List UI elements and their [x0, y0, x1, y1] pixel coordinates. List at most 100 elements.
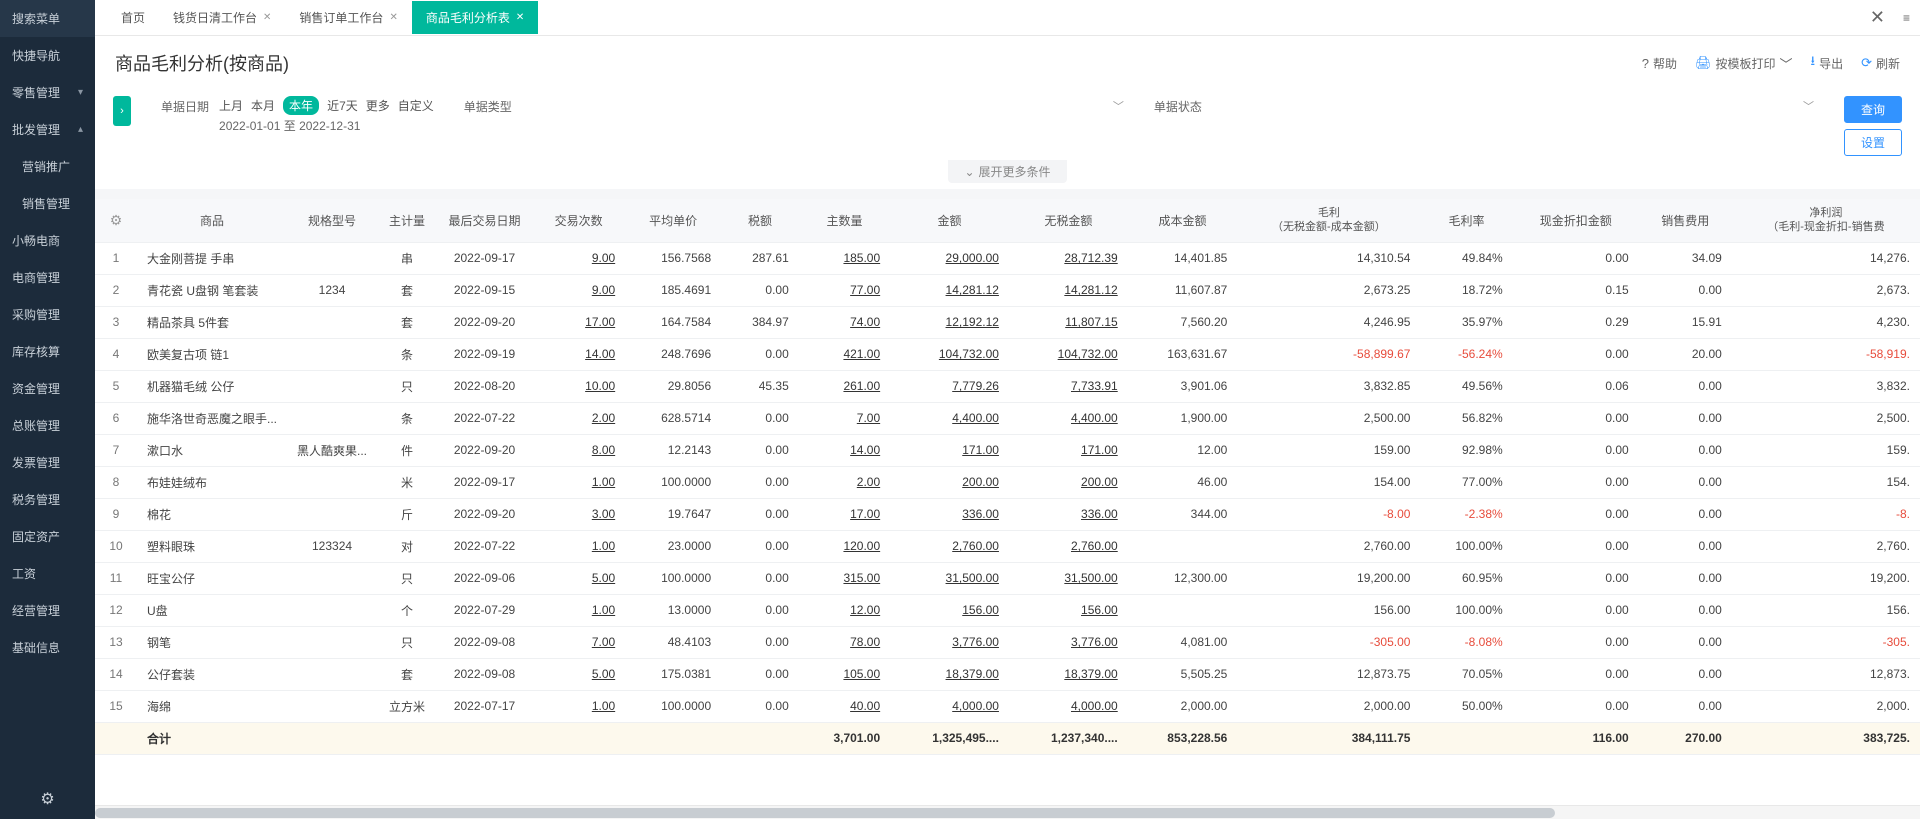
- column-header[interactable]: 规格型号: [287, 199, 377, 242]
- tabbar-menu-icon[interactable]: ≡: [1903, 11, 1910, 25]
- collapse-filter-handle[interactable]: ›: [113, 96, 131, 126]
- help-icon: ?: [1642, 56, 1649, 71]
- table-row[interactable]: 12U盘个2022-07-291.0013.00000.0012.00156.0…: [95, 594, 1920, 626]
- sidebar-item[interactable]: 搜索菜单: [0, 0, 95, 37]
- column-header[interactable]: ⚙: [95, 199, 137, 242]
- sidebar-item[interactable]: 固定资产: [0, 518, 95, 555]
- sidebar-item[interactable]: 批发管理▴: [0, 111, 95, 148]
- table-row[interactable]: 7漱口水黑人酷爽果...件2022-09-208.0012.21430.0014…: [95, 434, 1920, 466]
- table-row[interactable]: 9棉花斤2022-09-203.0019.76470.0017.00336.00…: [95, 498, 1920, 530]
- sidebar-settings[interactable]: ⚙: [0, 779, 95, 819]
- sidebar-item-label: 小畅电商: [12, 232, 60, 249]
- tabbar: 首页钱货日清工作台✕销售订单工作台✕商品毛利分析表✕ ✕ ≡: [95, 0, 1920, 36]
- sidebar-item-label: 资金管理: [12, 380, 60, 397]
- export-action[interactable]: ⭳导出: [1811, 52, 1844, 74]
- table-row[interactable]: 8布娃娃绒布米2022-09-171.00100.00000.002.00200…: [95, 466, 1920, 498]
- product-name: 海绵: [137, 690, 287, 722]
- tab[interactable]: 首页: [107, 1, 159, 34]
- column-header[interactable]: 成本金额: [1128, 199, 1238, 242]
- table-row[interactable]: 15海绵立方米2022-07-171.00100.00000.0040.004,…: [95, 690, 1920, 722]
- sidebar-item[interactable]: 销售管理: [0, 185, 95, 222]
- close-icon[interactable]: ✕: [263, 12, 271, 23]
- table-row[interactable]: 4欧美复古项 链1条2022-09-1914.00248.76960.00421…: [95, 338, 1920, 370]
- product-name: 漱口水: [137, 434, 287, 466]
- tab[interactable]: 钱货日清工作台✕: [159, 1, 285, 34]
- status-filter-select[interactable]: ﹀: [1212, 96, 1814, 117]
- column-header[interactable]: 销售费用: [1639, 199, 1732, 242]
- sidebar-item[interactable]: 税务管理: [0, 481, 95, 518]
- print-action[interactable]: 🖨按模板打印﹀: [1695, 54, 1793, 73]
- column-header[interactable]: 交易次数: [532, 199, 625, 242]
- tab[interactable]: 商品毛利分析表✕: [412, 1, 538, 34]
- table-row[interactable]: 5机器猫毛绒 公仔只2022-08-2010.0029.805645.35261…: [95, 370, 1920, 402]
- table-row[interactable]: 6施华洛世奇恶魔之眼手...条2022-07-222.00628.57140.0…: [95, 402, 1920, 434]
- sidebar-item-label: 经营管理: [12, 602, 60, 619]
- chevron-down-icon: ﹀: [1113, 98, 1124, 114]
- sidebar-item[interactable]: 电商管理: [0, 259, 95, 296]
- column-header[interactable]: 主数量: [799, 199, 890, 242]
- sidebar-item[interactable]: 经营管理: [0, 592, 95, 629]
- query-button[interactable]: 查询: [1844, 96, 1902, 123]
- column-header[interactable]: 毛利（无税金额-成本金额）: [1237, 199, 1420, 242]
- chevron-down-icon: ﹀: [1803, 98, 1814, 114]
- date-range-display: 2022-01-01 至 2022-12-31: [219, 117, 434, 134]
- expand-more-filters[interactable]: ⌄展开更多条件: [948, 160, 1066, 183]
- sidebar-item[interactable]: 资金管理: [0, 370, 95, 407]
- sidebar-item-label: 库存核算: [12, 343, 60, 360]
- table-row[interactable]: 2青花瓷 U盘钢 笔套装1234套2022-09-159.00185.46910…: [95, 274, 1920, 306]
- table-row[interactable]: 13钢笔只2022-09-087.0048.41030.0078.003,776…: [95, 626, 1920, 658]
- sidebar-item[interactable]: 采购管理: [0, 296, 95, 333]
- settings-button[interactable]: 设置: [1844, 129, 1902, 156]
- chevron-up-icon: ▴: [78, 124, 83, 135]
- close-icon[interactable]: ✕: [516, 12, 524, 23]
- column-header[interactable]: 最后交易日期: [437, 199, 532, 242]
- close-all-tabs[interactable]: ✕: [1862, 7, 1893, 28]
- table-row[interactable]: 3精品茶具 5件套套2022-09-2017.00164.7584384.977…: [95, 306, 1920, 338]
- column-header[interactable]: 金额: [890, 199, 1009, 242]
- column-header[interactable]: 平均单价: [625, 199, 721, 242]
- table-row[interactable]: 10塑料眼珠123324对2022-07-221.0023.00000.0012…: [95, 530, 1920, 562]
- sidebar-item-label: 快捷导航: [12, 47, 60, 64]
- date-option[interactable]: 本月: [251, 97, 275, 114]
- close-icon[interactable]: ✕: [389, 12, 397, 23]
- horizontal-scrollbar[interactable]: [95, 805, 1920, 819]
- chevron-down-icon: ⌄: [964, 165, 974, 179]
- sidebar-item[interactable]: 工资: [0, 555, 95, 592]
- product-name: 青花瓷 U盘钢 笔套装: [137, 274, 287, 306]
- column-header[interactable]: 税额: [721, 199, 799, 242]
- type-filter-label: 单据类型: [464, 96, 512, 115]
- column-header[interactable]: 现金折扣金额: [1513, 199, 1639, 242]
- column-header[interactable]: 主计量: [377, 199, 437, 242]
- sidebar-item[interactable]: 发票管理: [0, 444, 95, 481]
- data-table-container: ⚙商品规格型号主计量最后交易日期交易次数平均单价税额主数量金额无税金额成本金额毛…: [95, 199, 1920, 819]
- date-option[interactable]: 上月: [219, 97, 243, 114]
- product-name: 布娃娃绒布: [137, 466, 287, 498]
- sidebar-item[interactable]: 零售管理▾: [0, 74, 95, 111]
- tab-label: 销售订单工作台: [299, 9, 383, 26]
- sidebar-item-label: 零售管理: [12, 84, 60, 101]
- type-filter-select[interactable]: ﹀: [522, 96, 1124, 117]
- sidebar-item-label: 采购管理: [12, 306, 60, 323]
- date-option[interactable]: 本年: [283, 96, 319, 115]
- tab[interactable]: 销售订单工作台 ✕: [285, 1, 411, 34]
- chevron-down-icon: ﹀: [1779, 54, 1792, 73]
- refresh-action[interactable]: ⟳刷新: [1861, 55, 1900, 72]
- table-row[interactable]: 11旺宝公仔只2022-09-065.00100.00000.00315.003…: [95, 562, 1920, 594]
- date-option[interactable]: 近7天: [327, 97, 358, 114]
- help-action[interactable]: ?帮助: [1642, 55, 1677, 72]
- sidebar-item[interactable]: 基础信息: [0, 629, 95, 666]
- column-header[interactable]: 商品: [137, 199, 287, 242]
- date-option[interactable]: 更多: [366, 97, 390, 114]
- table-row[interactable]: 14公仔套装套2022-09-085.00175.03810.00105.001…: [95, 658, 1920, 690]
- sidebar-item[interactable]: 总账管理: [0, 407, 95, 444]
- sidebar-item[interactable]: 营销推广: [0, 148, 95, 185]
- column-header[interactable]: 毛利率: [1420, 199, 1512, 242]
- date-option[interactable]: 自定义: [398, 97, 434, 114]
- column-header[interactable]: 无税金额: [1009, 199, 1128, 242]
- gear-icon[interactable]: ⚙: [110, 212, 123, 228]
- sidebar-item[interactable]: 小畅电商: [0, 222, 95, 259]
- table-row[interactable]: 1大金刚菩提 手串串2022-09-179.00156.7568287.6118…: [95, 242, 1920, 274]
- sidebar-item[interactable]: 快捷导航: [0, 37, 95, 74]
- column-header[interactable]: 净利润（毛利-现金折扣-销售费: [1732, 199, 1920, 242]
- sidebar-item[interactable]: 库存核算: [0, 333, 95, 370]
